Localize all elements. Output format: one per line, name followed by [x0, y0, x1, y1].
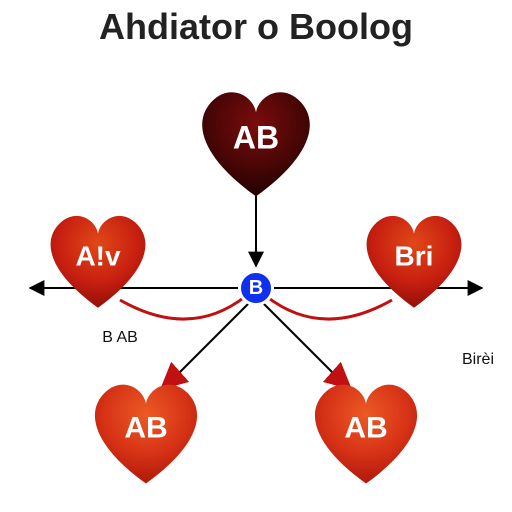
center-node-label: B [249, 277, 263, 300]
heart-bottom-left: AB [81, 374, 211, 486]
arrow-center-bright-stem [260, 300, 332, 372]
heart-bleft-label: AB [124, 411, 167, 445]
small-label-right: Birèi [462, 351, 494, 369]
heart-bottom-right: AB [301, 374, 431, 486]
heart-bright-label: AB [344, 411, 387, 445]
heart-top: AB [186, 81, 326, 199]
center-node: B [238, 270, 274, 306]
heart-top-label: AB [233, 120, 279, 157]
heart-right: Bri [354, 206, 474, 310]
heart-left-label: A!v [75, 240, 120, 272]
heart-right-label: Bri [395, 240, 434, 272]
arrow-center-bleft-stem [180, 300, 252, 372]
small-label-left: B AB [102, 329, 138, 347]
heart-left: A!v [38, 206, 158, 310]
